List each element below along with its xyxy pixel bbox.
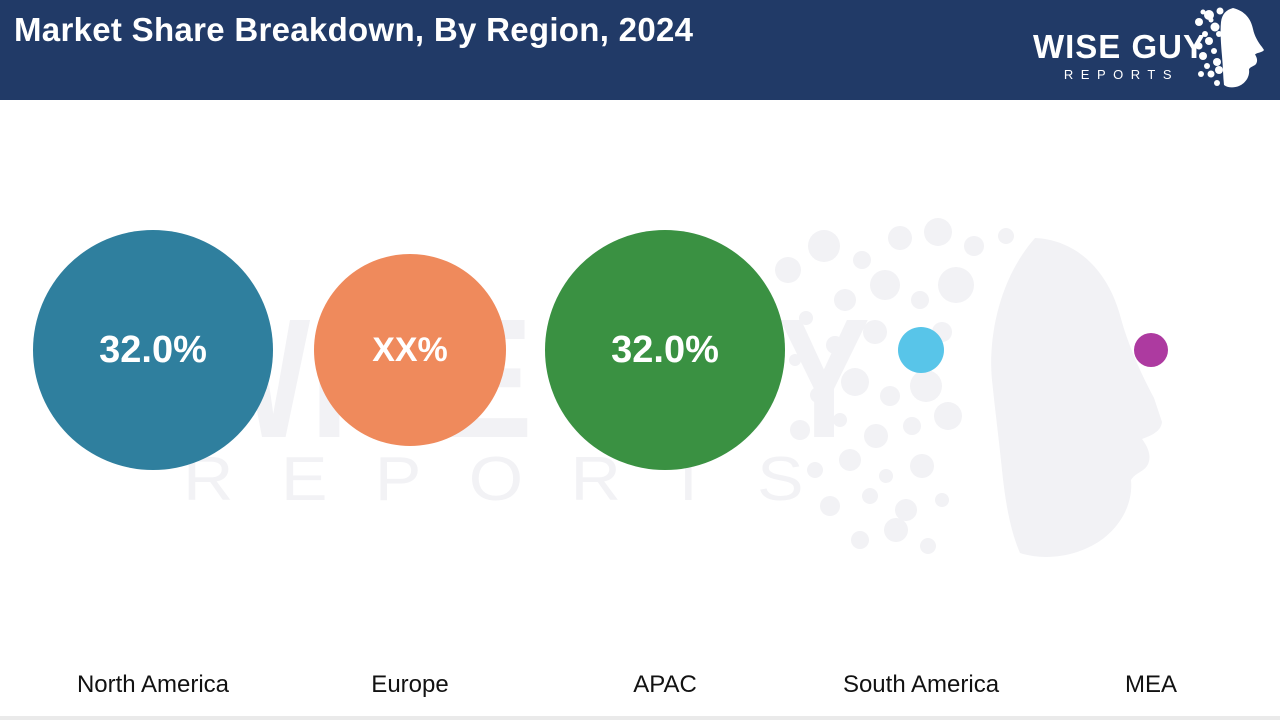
header-bar: Market Share Breakdown, By Region, 2024 …: [0, 0, 1280, 100]
footer-divider-strip: [0, 716, 1280, 720]
bubble-value-apac: 32.0%: [611, 328, 719, 371]
logo-tagline: REPORTS: [1063, 66, 1180, 82]
bubble-europe: XX%: [314, 254, 506, 446]
watermark-head-silhouette: [991, 238, 1162, 557]
bubble-mea: [1134, 333, 1168, 367]
logo-text-block: WISE GUY REPORTS: [1033, 30, 1206, 82]
bubble-north-america: 32.0%: [33, 230, 273, 470]
category-label-north-america: North America: [76, 671, 230, 698]
category-label-europe: Europe: [371, 671, 449, 698]
bubble-value-north-america: 32.0%: [99, 328, 207, 371]
bubble-south-america: [898, 327, 944, 373]
watermark-tagline: REPORTS: [183, 445, 851, 514]
page-title: Market Share Breakdown, By Region, 2024: [14, 11, 694, 48]
wiseguy-head-icon: [1195, 7, 1264, 88]
bubble-apac: 32.0%: [545, 230, 785, 470]
chart-area: WISE GUY REPORTS: [0, 100, 1280, 716]
logo-wordmark: WISE GUY: [1032, 28, 1206, 66]
category-label-south-america: South America: [842, 671, 1000, 698]
bubble-value-europe: XX%: [372, 330, 448, 369]
category-label-apac: APAC: [633, 671, 697, 698]
category-label-mea: MEA: [1124, 671, 1178, 698]
wiseguy-logo: WISE GUY REPORTS: [1033, 6, 1266, 92]
